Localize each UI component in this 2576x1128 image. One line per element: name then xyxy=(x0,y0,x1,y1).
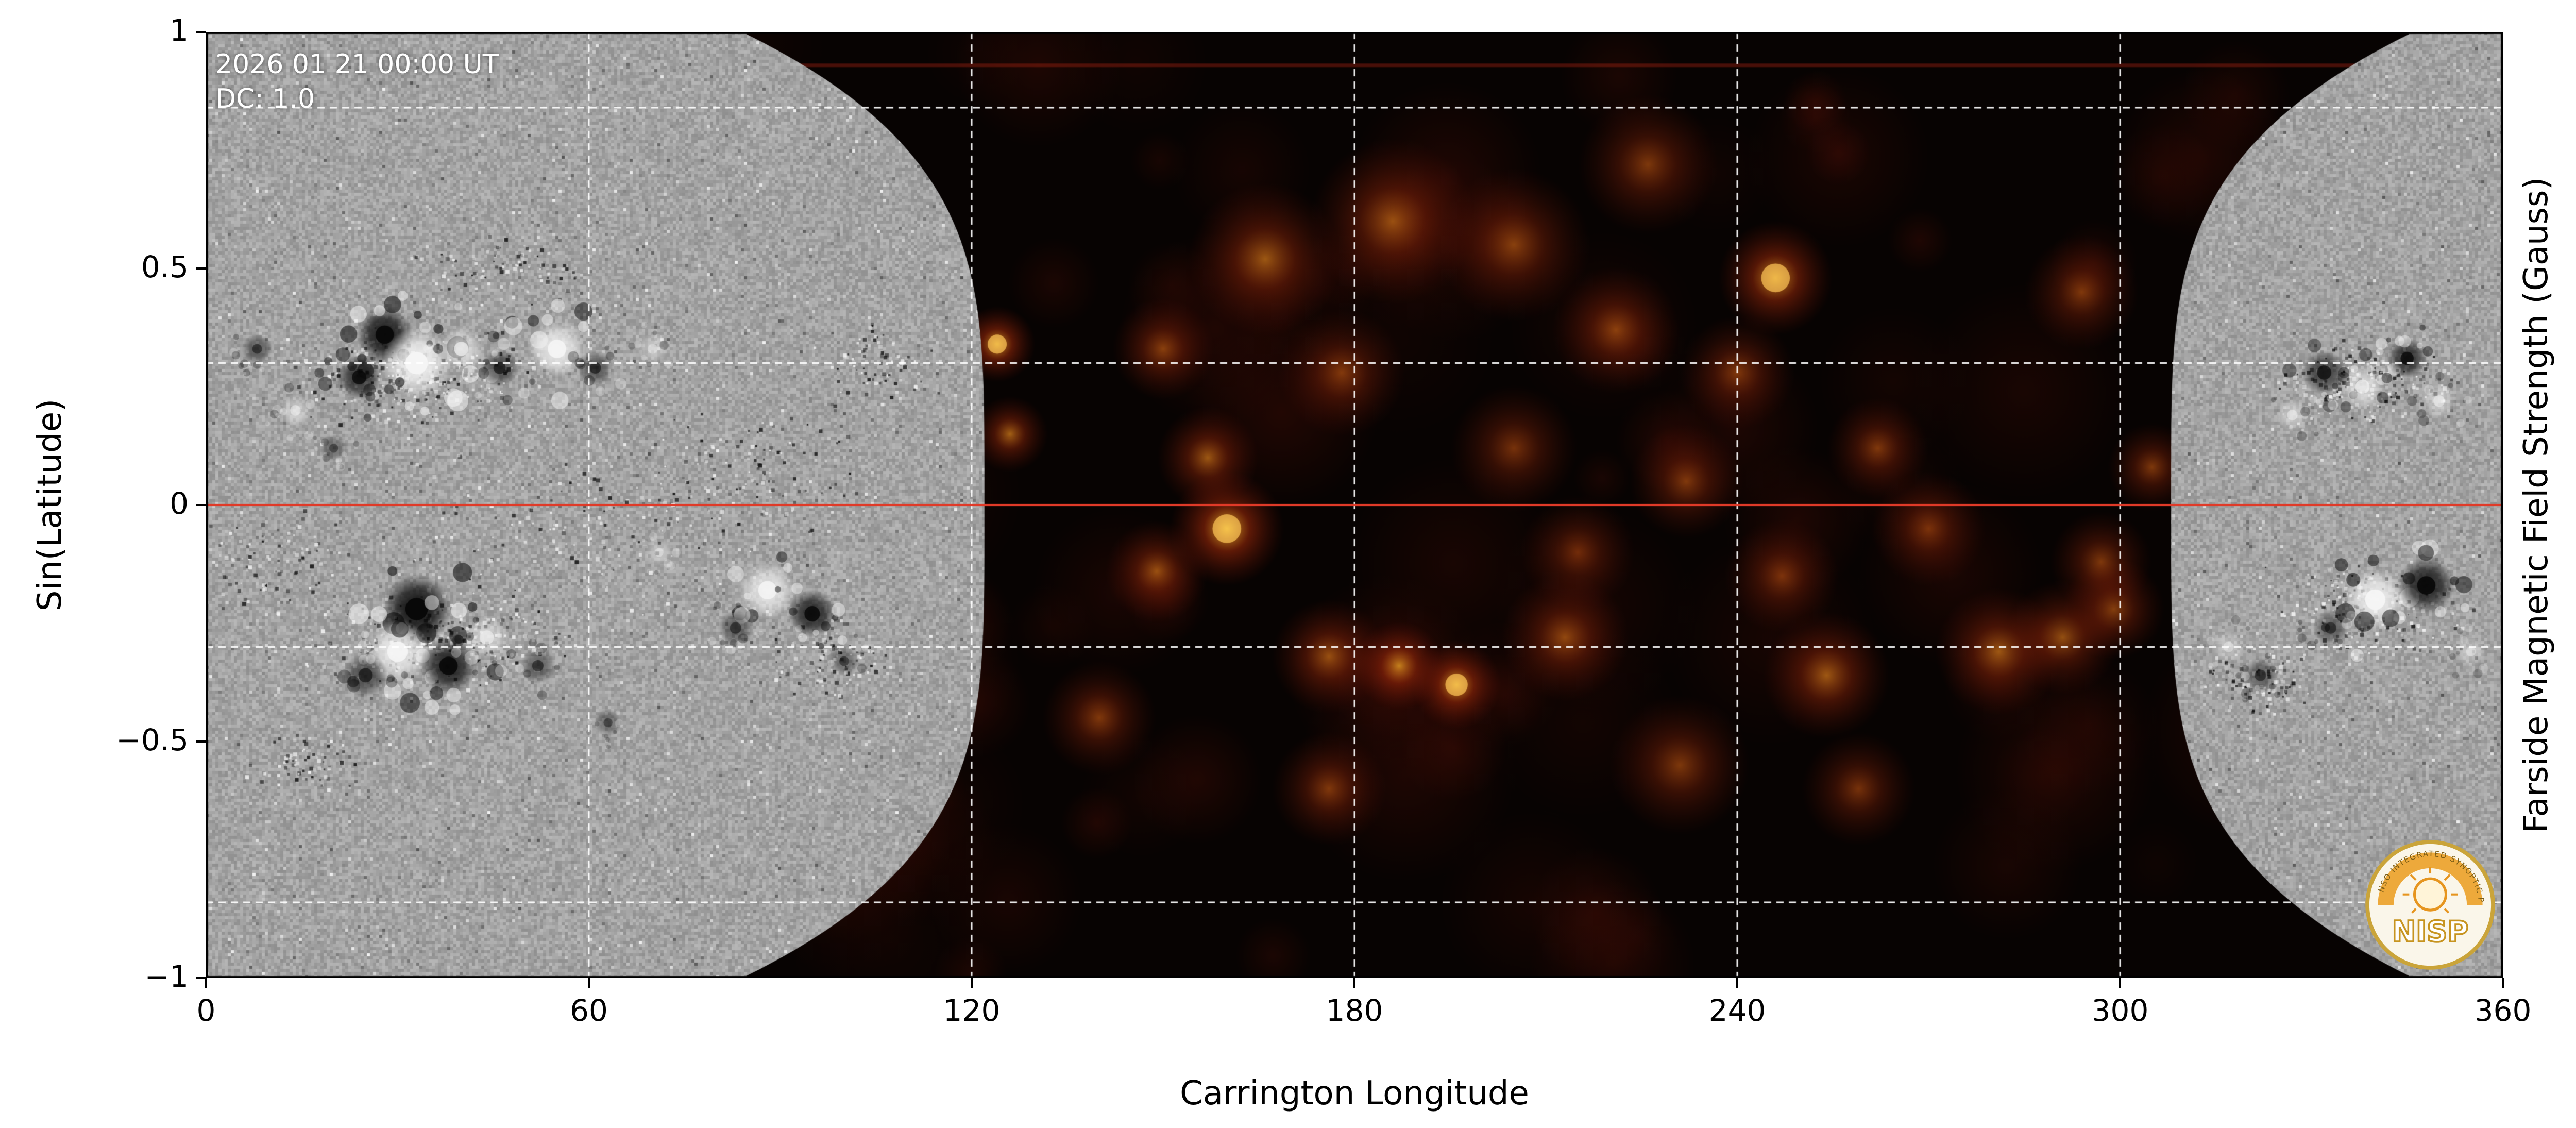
y-tick-mark xyxy=(196,504,206,506)
x-tick-label: 60 xyxy=(570,993,608,1028)
x-tick-mark xyxy=(2119,978,2121,988)
x-tick-mark xyxy=(1353,978,1355,988)
x-tick-mark xyxy=(205,978,207,988)
x-tick-label: 120 xyxy=(943,993,1001,1028)
y-tick-label: 1 xyxy=(170,13,189,48)
x-tick-label: 360 xyxy=(2474,993,2532,1028)
farside-colorbar-label: Farside Magnetic Field Strength (Gauss) xyxy=(2517,177,2555,833)
logo-gold-arch xyxy=(2378,852,2483,905)
logo-sun-rays-icon xyxy=(2402,867,2458,914)
magnetogram-map xyxy=(206,32,2503,978)
annotation-block: 2026 01 21 00:00 UT DC: 1.0 xyxy=(215,47,499,116)
y-axis-label: Sin(Latitude) xyxy=(31,398,69,612)
x-tick-label: 0 xyxy=(196,993,216,1028)
x-tick-mark xyxy=(2502,978,2504,988)
y-tick-label: −0.5 xyxy=(116,722,189,757)
dc-annotation: DC: 1.0 xyxy=(215,83,315,114)
y-tick-mark xyxy=(196,977,206,979)
y-tick-mark xyxy=(196,267,206,270)
timestamp-annotation: 2026 01 21 00:00 UT xyxy=(215,49,499,80)
x-tick-label: 240 xyxy=(1708,993,1766,1028)
x-tick-label: 300 xyxy=(2091,993,2149,1028)
logo-nisp-text: NISP xyxy=(2392,915,2469,949)
x-tick-mark xyxy=(971,978,973,988)
y-tick-mark xyxy=(196,740,206,743)
logo-sun-icon xyxy=(2413,877,2448,912)
y-tick-label: 0 xyxy=(170,486,189,521)
y-tick-label: −1 xyxy=(144,959,189,994)
x-tick-label: 180 xyxy=(1326,993,1383,1028)
x-tick-mark xyxy=(588,978,590,988)
y-tick-mark xyxy=(196,31,206,33)
nisp-logo: NSO INTEGRATED SYNOPTIC PROGRAM NISP xyxy=(2365,839,2495,970)
x-tick-mark xyxy=(1736,978,1738,988)
x-axis-label: Carrington Longitude xyxy=(1180,1074,1529,1113)
y-tick-label: 0.5 xyxy=(141,249,189,284)
